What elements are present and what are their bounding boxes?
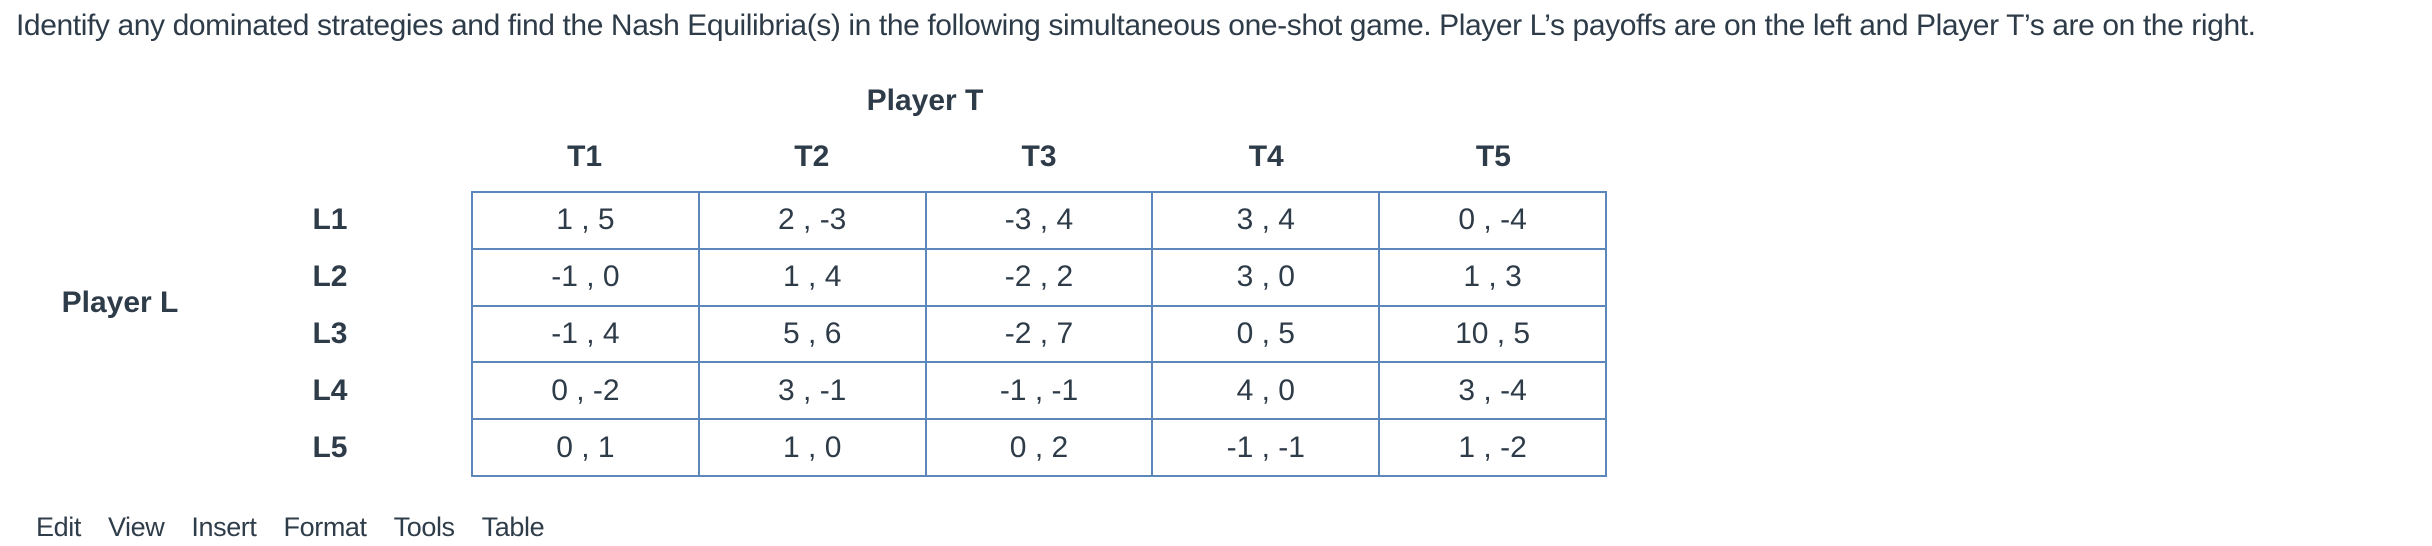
menu-format[interactable]: Format bbox=[283, 512, 368, 542]
payoff-cell: 2 , -3 bbox=[697, 191, 927, 250]
menu-view[interactable]: View bbox=[107, 512, 165, 542]
payoff-cell: -2 , 7 bbox=[924, 304, 1154, 364]
payoff-cell: 0 , 2 bbox=[924, 418, 1154, 477]
row-headers-column: L1 L2 L3 L4 L5 bbox=[270, 191, 390, 477]
row-header-l3: L3 bbox=[312, 317, 348, 350]
row-header-l5: L5 bbox=[312, 431, 348, 465]
payoff-cell: 0 , -2 bbox=[471, 361, 700, 421]
menu-edit[interactable]: Edit bbox=[36, 512, 81, 542]
row-header-l2: L2 bbox=[312, 259, 348, 293]
payoff-cell: -2 , 2 bbox=[924, 247, 1154, 307]
table-row: -1 , 0 1 , 4 -2 , 2 3 , 0 1 , 3 bbox=[471, 247, 1607, 307]
column-header-t4: T4 bbox=[1248, 140, 1284, 173]
row-header-l1: L1 bbox=[312, 202, 348, 236]
payoff-table: 1 , 5 2 , -3 -3 , 4 3 , 4 0 , -4 -1 , 0 … bbox=[471, 191, 1607, 477]
menu-table[interactable]: Table bbox=[481, 512, 545, 542]
row-player-label: Player L bbox=[61, 286, 179, 319]
payoff-cell: 1 , 5 bbox=[471, 191, 700, 250]
table-row: 0 , 1 1 , 0 0 , 2 -1 , -1 1 , -2 bbox=[471, 418, 1607, 477]
table-row: 1 , 5 2 , -3 -3 , 4 3 , 4 0 , -4 bbox=[471, 191, 1607, 250]
payoff-cell: 5 , 6 bbox=[697, 304, 927, 364]
payoff-cell: 1 , 3 bbox=[1378, 247, 1607, 307]
payoff-cell: 3 , 0 bbox=[1151, 247, 1381, 307]
payoff-cell: 0 , 5 bbox=[1151, 304, 1381, 364]
table-row: 0 , -2 3 , -1 -1 , -1 4 , 0 3 , -4 bbox=[471, 361, 1607, 421]
payoff-cell: -1 , 0 bbox=[471, 247, 700, 307]
table-row: -1 , 4 5 , 6 -2 , 7 0 , 5 10 , 5 bbox=[471, 304, 1607, 364]
payoff-cell: 1 , 0 bbox=[697, 418, 927, 477]
payoff-cell: -1 , 4 bbox=[471, 304, 700, 364]
payoff-cell: -1 , -1 bbox=[924, 361, 1154, 421]
payoff-cell: 4 , 0 bbox=[1151, 361, 1381, 421]
payoff-cell: 0 , 1 bbox=[471, 418, 700, 477]
column-header-t3: T3 bbox=[1021, 140, 1057, 173]
column-player-label: Player T bbox=[866, 84, 984, 117]
question-text: Identify any dominated strategies and fi… bbox=[16, 9, 2256, 42]
payoff-cell: 0 , -4 bbox=[1378, 191, 1607, 250]
payoff-cell: -1 , -1 bbox=[1151, 418, 1381, 477]
payoff-cell: 3 , -1 bbox=[697, 361, 927, 421]
column-headers-row: T1 T2 T3 T4 T5 bbox=[471, 140, 1607, 174]
payoff-cell: 3 , 4 bbox=[1151, 191, 1381, 250]
payoff-cell: 3 , -4 bbox=[1378, 361, 1607, 421]
menu-tools[interactable]: Tools bbox=[393, 512, 455, 542]
column-header-t2: T2 bbox=[794, 140, 830, 173]
column-header-t1: T1 bbox=[567, 140, 603, 173]
editor-menubar: Edit View Insert Format Tools Table bbox=[36, 512, 545, 543]
menu-insert[interactable]: Insert bbox=[191, 512, 257, 542]
column-header-t5: T5 bbox=[1475, 140, 1511, 173]
row-header-l4: L4 bbox=[312, 374, 348, 408]
payoff-cell: 10 , 5 bbox=[1378, 304, 1607, 364]
payoff-cell: 1 , 4 bbox=[697, 247, 927, 307]
payoff-cell: 1 , -2 bbox=[1378, 418, 1607, 477]
payoff-cell: -3 , 4 bbox=[924, 191, 1154, 250]
